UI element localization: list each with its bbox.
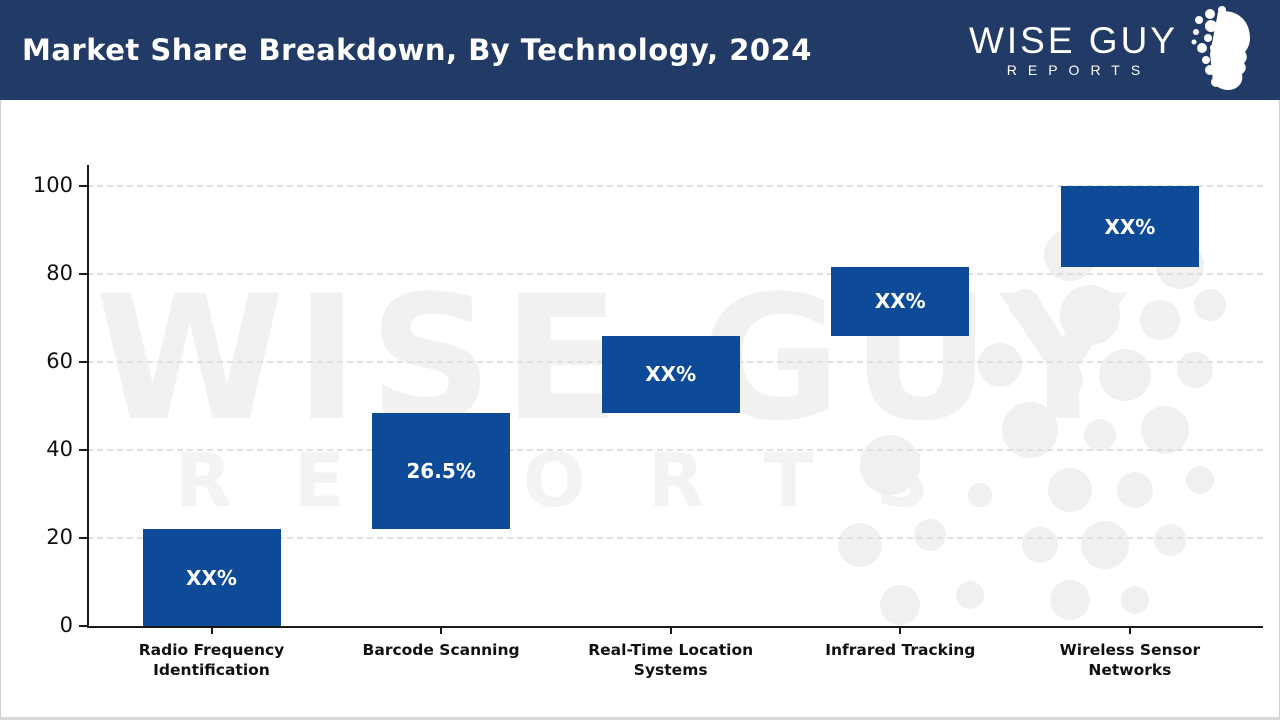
- bar-value-label: XX%: [874, 289, 926, 314]
- y-tick-mark: [79, 273, 87, 275]
- gridline: [87, 185, 1263, 187]
- x-category-label: Wireless Sensor Networks: [1059, 641, 1201, 679]
- bar-3: XX%: [601, 335, 740, 413]
- logo-subtitle: REPORTS: [1006, 62, 1152, 78]
- x-category-label: Radio Frequency Identification: [138, 641, 285, 679]
- bar-1: XX%: [142, 529, 281, 626]
- y-tick-mark: [79, 185, 87, 187]
- bar-value-label: XX%: [186, 565, 237, 590]
- y-tick-mark: [79, 361, 87, 363]
- gridline: [87, 273, 1263, 275]
- logo-wordmark: WISE GUY: [968, 20, 1178, 61]
- bar-value-label: 26.5%: [406, 458, 476, 483]
- y-tick-label: 60: [46, 349, 73, 373]
- y-tick-label: 0: [59, 613, 73, 637]
- y-axis-line: [87, 165, 89, 628]
- watermark-subtitle: REPORTS: [175, 438, 992, 524]
- x-category-label: Infrared Tracking: [825, 641, 976, 659]
- x-tick-mark: [669, 628, 672, 634]
- x-category-label: Barcode Scanning: [362, 641, 520, 659]
- y-tick-mark: [79, 537, 87, 539]
- y-tick-mark: [79, 625, 87, 627]
- header-bar: Market Share Breakdown, By Technology, 2…: [0, 0, 1280, 100]
- wise-guy-logo: WISE GUY REPORTS: [969, 4, 1252, 96]
- gridline: [87, 449, 1263, 451]
- x-category-label: Real-Time Location Systems: [588, 641, 754, 679]
- bar-4: XX%: [831, 267, 970, 336]
- x-tick-mark: [210, 628, 213, 634]
- x-axis-line: [87, 626, 1263, 628]
- bar-5: XX%: [1060, 186, 1199, 268]
- x-tick-mark: [1128, 628, 1131, 634]
- chart-title: Market Share Breakdown, By Technology, 2…: [22, 33, 812, 67]
- y-tick-label: 20: [46, 525, 73, 549]
- x-tick-mark: [899, 628, 902, 634]
- logo-head-icon: [1191, 6, 1250, 91]
- watermark-head-icon: [838, 227, 1226, 625]
- y-tick-mark: [79, 449, 87, 451]
- y-tick-label: 40: [46, 437, 73, 461]
- bar-2: 26.5%: [372, 412, 511, 530]
- y-tick-label: 80: [46, 261, 73, 285]
- bar-value-label: XX%: [1104, 214, 1156, 239]
- gridline: [87, 537, 1263, 539]
- logo-text: WISE GUY REPORTS: [968, 20, 1178, 79]
- bar-value-label: XX%: [645, 362, 697, 387]
- x-tick-mark: [440, 628, 443, 634]
- y-tick-label: 100: [32, 173, 73, 197]
